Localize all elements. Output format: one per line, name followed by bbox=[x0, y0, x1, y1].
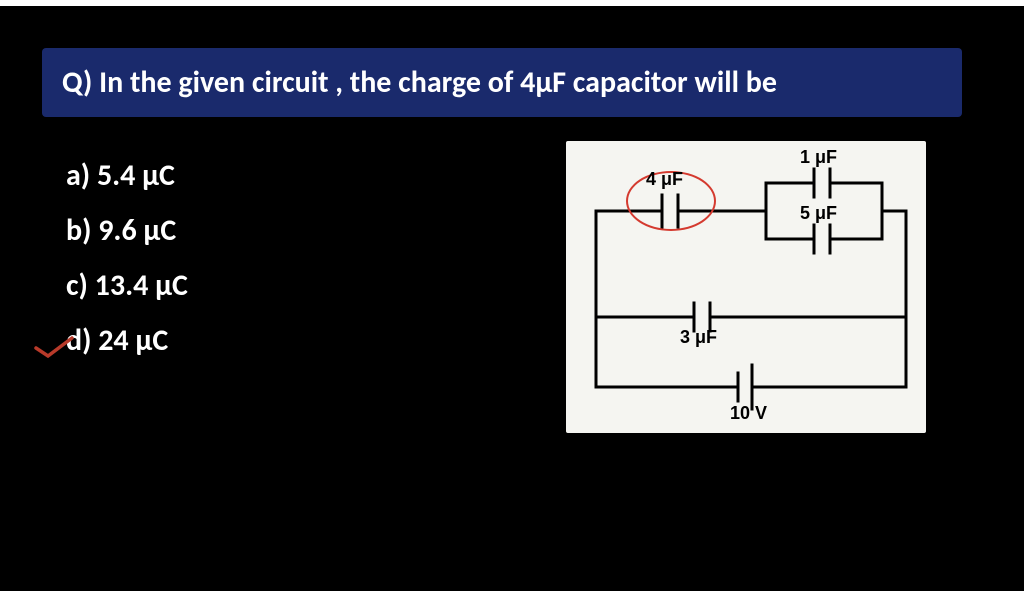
tick-icon bbox=[34, 336, 74, 360]
circuit-diagram: 4 μF 1 μF 5 μF 3 μF 10 V bbox=[566, 141, 926, 433]
option-d: d) 24 μC bbox=[66, 322, 566, 359]
option-b: b) 9.6 μC bbox=[66, 212, 566, 249]
circuit-svg bbox=[566, 141, 926, 433]
diagram-area: 4 μF 1 μF 5 μF 3 μF 10 V bbox=[566, 141, 1000, 433]
lower-row: a) 5.4 μC b) 9.6 μC c) 13.4 μC d) 24 μC bbox=[24, 141, 1000, 433]
label-5uF: 5 μF bbox=[800, 203, 837, 224]
label-3uF: 3 μF bbox=[680, 327, 717, 348]
label-1uF: 1 μF bbox=[800, 147, 837, 168]
options-list: a) 5.4 μC b) 9.6 μC c) 13.4 μC d) 24 μC bbox=[66, 141, 566, 433]
option-a: a) 5.4 μC bbox=[66, 157, 566, 194]
question-text: Q) In the given circuit , the charge of … bbox=[62, 64, 777, 101]
label-10V: 10 V bbox=[730, 403, 767, 424]
question-body: In the given circuit , the charge of 4μF… bbox=[99, 64, 777, 101]
option-d-label: d) 24 μC bbox=[66, 322, 168, 359]
question-box: Q) In the given circuit , the charge of … bbox=[42, 48, 962, 117]
label-4uF: 4 μF bbox=[646, 169, 683, 190]
option-c: c) 13.4 μC bbox=[66, 267, 566, 304]
question-prefix: Q) bbox=[62, 64, 99, 101]
slide-content: Q) In the given circuit , the charge of … bbox=[0, 6, 1024, 433]
